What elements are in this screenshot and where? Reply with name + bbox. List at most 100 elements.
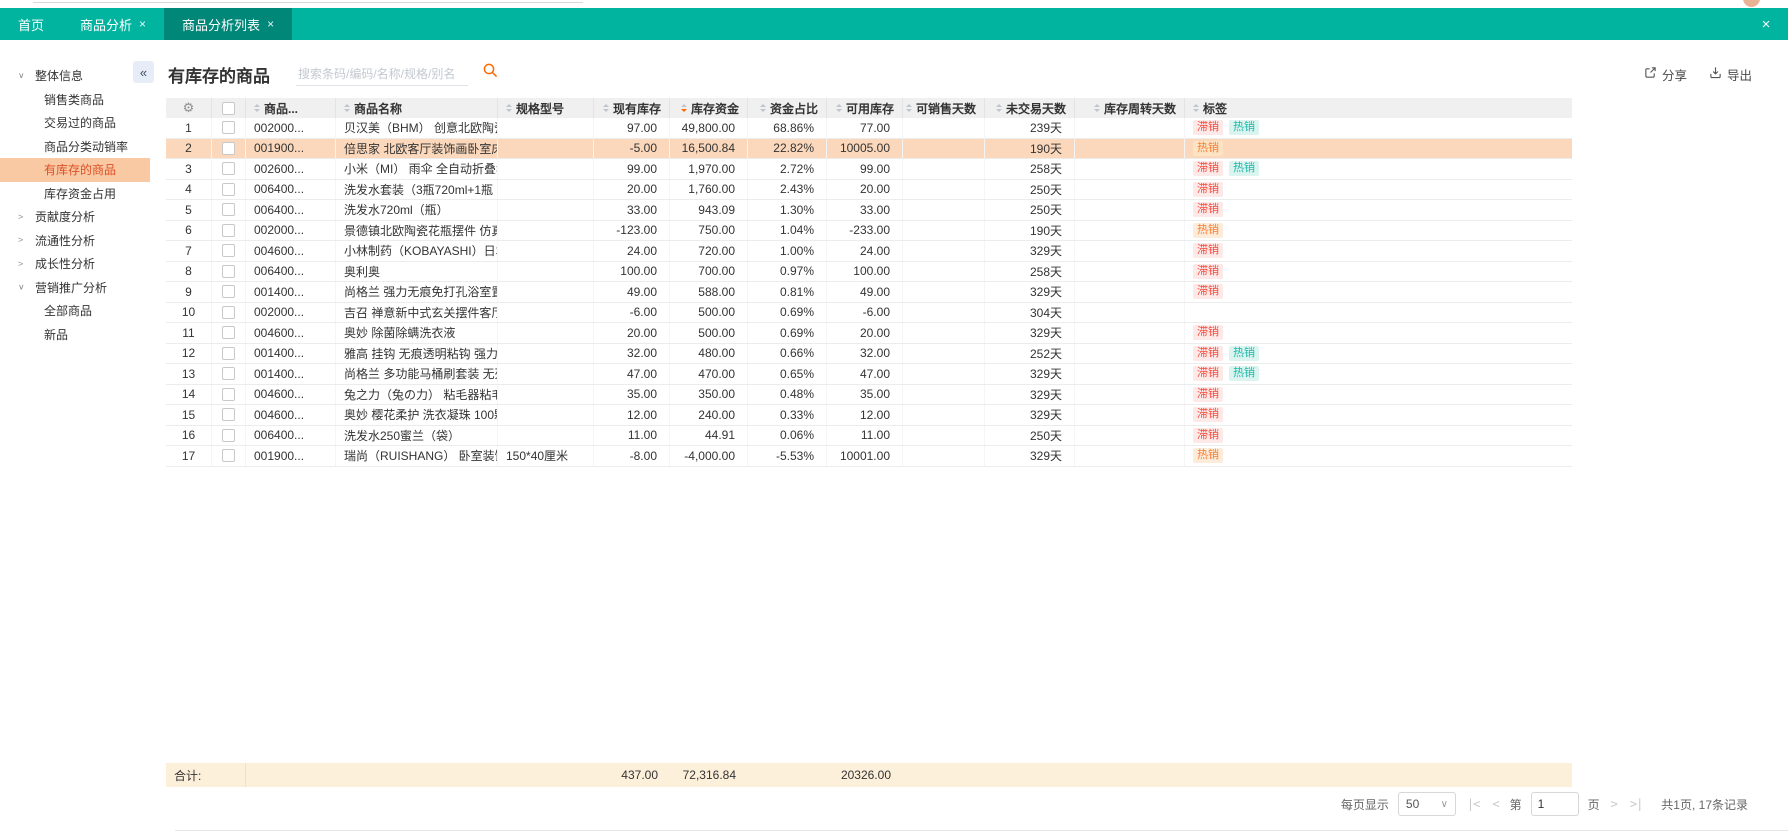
- sidebar-item-流通性分析[interactable]: > 流通性分析: [0, 229, 150, 253]
- tag-stale: 滞销: [1193, 407, 1223, 423]
- column-header-no_trade[interactable]: 未交易天数: [985, 98, 1075, 118]
- page-number-input[interactable]: [1530, 792, 1579, 816]
- row-checkbox[interactable]: [222, 305, 235, 319]
- table-row[interactable]: 11 004600... 奥妙 除菌除螨洗衣液 20.00 500.00 0.69% 20.…: [166, 323, 1572, 344]
- sidebar-item-label: 成长性分析: [35, 257, 96, 272]
- gear-icon[interactable]: ⚙: [182, 100, 195, 115]
- search-input[interactable]: [296, 63, 468, 86]
- row-checkbox[interactable]: [222, 203, 235, 217]
- search-icon[interactable]: [482, 62, 499, 84]
- avatar[interactable]: [1743, 0, 1760, 7]
- row-checkbox[interactable]: [222, 326, 235, 340]
- prev-page-button[interactable]: <: [1492, 797, 1499, 811]
- tab-close-icon[interactable]: ×: [267, 17, 275, 31]
- table-row[interactable]: 1 002000...贝汉美（BHM） 创意北欧陶瓷摆件 97.0049,800.0…: [166, 118, 1572, 139]
- row-checkbox[interactable]: [222, 141, 235, 155]
- cell-stock: 47.00: [594, 364, 670, 384]
- tag-stale: 滞销: [1193, 202, 1223, 218]
- column-header-fund[interactable]: 库存资金: [670, 98, 748, 118]
- tab-item-2[interactable]: 商品分析列表 ×: [164, 8, 293, 40]
- chevron-right-icon: >: [18, 212, 24, 222]
- sidebar-item-成长性分析[interactable]: > 成长性分析: [0, 252, 150, 276]
- column-header-tags[interactable]: 标签: [1185, 98, 1572, 118]
- table-row[interactable]: 4 006400... 洗发水套装（3瓶720ml+1瓶 20.00 1,760.00 2…: [166, 179, 1572, 200]
- column-header-spec[interactable]: 规格型号: [498, 98, 594, 118]
- row-checkbox[interactable]: [222, 244, 235, 258]
- cell-num: 2: [166, 138, 212, 158]
- row-checkbox[interactable]: [222, 223, 235, 237]
- cell-turnover: [1075, 384, 1185, 404]
- table-row[interactable]: 7 004600... 小林制药（KOBAYASHI）日本 24.00 720.00 1.…: [166, 241, 1572, 262]
- row-checkbox[interactable]: [222, 449, 235, 463]
- table-row[interactable]: 10 002000... 吉召 禅意新中式玄关摆件客厅 -6.00 500.00 0.69…: [166, 302, 1572, 323]
- close-icon[interactable]: ×: [1761, 15, 1771, 33]
- column-header-ratio[interactable]: 资金占比: [748, 98, 827, 118]
- column-header-stock[interactable]: 现有库存: [594, 98, 670, 118]
- sidebar-item-有库存的商品[interactable]: 有库存的商品: [0, 158, 150, 182]
- sidebar-item-新品[interactable]: 新品: [0, 323, 150, 347]
- table-row[interactable]: 2 001900...倍思家 北欧客厅装饰画卧室床头挂画 -5.0016,500.8…: [166, 138, 1572, 159]
- cell-ratio: 0.69%: [748, 323, 827, 343]
- sidebar-item-label: 销售类商品: [44, 92, 105, 107]
- sidebar-item-全部商品[interactable]: 全部商品: [0, 299, 150, 323]
- cell-name: 洗发水250蜜兰（袋）: [336, 425, 498, 445]
- sidebar-item-交易过的商品[interactable]: 交易过的商品: [0, 111, 150, 135]
- sidebar-item-销售类商品[interactable]: 销售类商品: [0, 88, 150, 112]
- table-row[interactable]: 16 006400... 洗发水250蜜兰（袋） 11.00 44.91 0.06% 11.…: [166, 425, 1572, 446]
- row-checkbox[interactable]: [222, 182, 235, 196]
- tag-stale: 滞销: [1193, 161, 1223, 177]
- row-checkbox[interactable]: [222, 346, 235, 360]
- app-body: ∨ 整体信息销售类商品交易过的商品 商品分类动销率 有库存的商品 库存资金占用 > 贡献度分…: [0, 40, 1788, 836]
- row-checkbox[interactable]: [222, 264, 235, 278]
- tab-home[interactable]: 首页: [0, 8, 62, 40]
- row-checkbox[interactable]: [222, 428, 235, 442]
- column-header-avail[interactable]: 可用库存: [827, 98, 903, 118]
- cell-turnover: [1075, 302, 1185, 322]
- row-checkbox[interactable]: [222, 121, 235, 135]
- column-header-select[interactable]: [212, 98, 246, 118]
- sidebar-item-贡献度分析[interactable]: > 贡献度分析: [0, 205, 150, 229]
- share-button[interactable]: 分享: [1644, 65, 1687, 84]
- sidebar-item-库存资金占用[interactable]: 库存资金占用: [0, 182, 150, 206]
- last-page-button[interactable]: >|: [1629, 797, 1643, 811]
- table-row[interactable]: 15 004600... 奥妙 樱花柔护 洗衣凝珠 100颗 12.00 240.00 0…: [166, 405, 1572, 426]
- first-page-button[interactable]: |<: [1466, 797, 1480, 811]
- table-row[interactable]: 17 001900... 瑞尚（RUISHANG） 卧室装饰 150*40厘米 -8.0…: [166, 446, 1572, 467]
- column-header-code[interactable]: 商品...: [246, 98, 336, 118]
- tab-close-icon[interactable]: ×: [139, 17, 147, 31]
- sidebar-collapse-button[interactable]: «: [133, 61, 154, 83]
- cell-name: 贝汉美（BHM） 创意北欧陶瓷摆件: [336, 118, 498, 138]
- column-header-name[interactable]: 商品名称: [336, 98, 498, 118]
- row-checkbox[interactable]: [222, 285, 235, 299]
- table-row[interactable]: 14 004600... 兔之力（兔の力） 粘毛器粘毛 35.00 350.00 0.48…: [166, 384, 1572, 405]
- cell-name: 奥妙 樱花柔护 洗衣凝珠 100颗: [336, 405, 498, 425]
- cell-fund: 720.00: [670, 241, 748, 261]
- export-button[interactable]: 导出: [1709, 65, 1752, 84]
- cell-fund: 700.00: [670, 261, 748, 281]
- column-header-turnover[interactable]: 库存周转天数: [1075, 98, 1185, 118]
- table-row[interactable]: 8 006400... 奥利奥 100.00 700.00 0.97% 100.00 258天…: [166, 261, 1572, 282]
- cell-fund: 240.00: [670, 405, 748, 425]
- cell-num: 9: [166, 282, 212, 302]
- sort-icon: [995, 104, 1002, 112]
- select-all-checkbox[interactable]: [222, 101, 235, 115]
- column-header-settings[interactable]: ⚙: [166, 98, 212, 118]
- sidebar-item-商品分类动销率[interactable]: 商品分类动销率: [0, 135, 150, 159]
- row-checkbox[interactable]: [222, 408, 235, 422]
- sidebar-item-label: 全部商品: [44, 304, 93, 319]
- column-header-sell_days[interactable]: 可销售天数: [903, 98, 985, 118]
- page-size-select[interactable]: 50 ∨: [1397, 792, 1456, 816]
- table-row[interactable]: 3 002600... 小米（MI） 雨伞 全自动折叠伞 99.00 1,970.00 2…: [166, 159, 1572, 180]
- sidebar-item-营销推广分析[interactable]: ∨ 营销推广分析: [0, 276, 150, 300]
- row-checkbox[interactable]: [222, 387, 235, 401]
- table-row[interactable]: 6 002000...景德镇北欧陶瓷花瓶摆件 仿真花 -123.00750.001.…: [166, 220, 1572, 241]
- table-row[interactable]: 5 006400... 洗发水720ml（瓶） 33.00 943.09 1.30% 33.…: [166, 200, 1572, 221]
- next-page-button[interactable]: >: [1610, 797, 1618, 811]
- row-checkbox[interactable]: [222, 162, 235, 176]
- table-row[interactable]: 12 001400... 雅高 挂钩 无痕透明粘钩 强力 32.00 480.00 0.6…: [166, 343, 1572, 364]
- tab-item-1[interactable]: 商品分析 ×: [62, 8, 164, 40]
- row-checkbox[interactable]: [222, 367, 235, 381]
- sidebar-item-整体信息[interactable]: ∨ 整体信息: [0, 64, 150, 88]
